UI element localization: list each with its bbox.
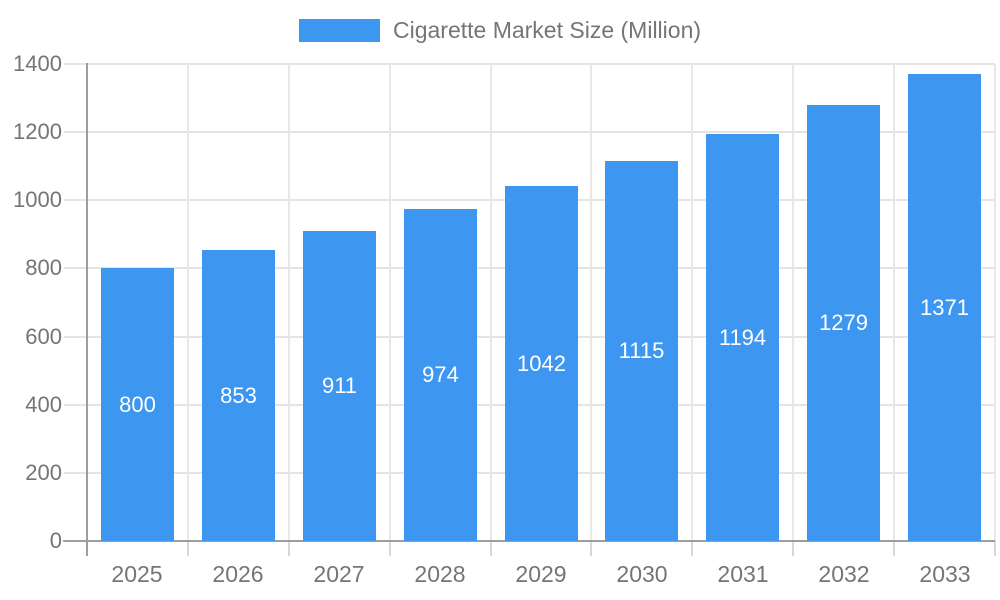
bar-value-label: 1042 [517, 350, 566, 376]
vertical-gridline [490, 64, 492, 541]
bar-value-label: 800 [119, 391, 156, 417]
x-axis-line [63, 540, 995, 542]
y-tick-label: 400 [25, 392, 62, 417]
bar-value-label: 853 [220, 382, 257, 408]
x-axis-tick [893, 541, 895, 556]
x-tick-label: 2032 [818, 561, 870, 587]
x-axis-tick [389, 541, 391, 556]
x-tick-label: 2029 [515, 561, 567, 587]
bar: 1279 [807, 105, 880, 541]
bar-value-label: 1194 [718, 324, 767, 350]
y-tick-label: 1200 [13, 119, 62, 144]
y-tick-label: 800 [25, 255, 62, 280]
legend[interactable]: Cigarette Market Size (Million) [0, 17, 1000, 44]
vertical-gridline [792, 64, 794, 541]
bar-value-label: 1371 [920, 294, 969, 320]
x-axis-tick [490, 541, 492, 556]
horizontal-gridline [64, 131, 995, 133]
vertical-gridline [590, 64, 592, 541]
bar-value-label: 1279 [819, 310, 868, 335]
bar: 1042 [505, 186, 578, 541]
x-axis-tick [590, 541, 592, 556]
y-tick-label: 1000 [13, 187, 62, 212]
x-axis-tick [792, 541, 794, 556]
legend-swatch [298, 19, 380, 42]
vertical-gridline [691, 64, 693, 541]
y-axis-line [86, 63, 88, 556]
bar: 800 [101, 268, 174, 541]
x-axis-tick [994, 541, 996, 556]
bar: 1371 [908, 74, 981, 541]
x-tick-label: 2028 [414, 561, 466, 587]
vertical-gridline [893, 64, 895, 541]
y-tick-label: 1400 [13, 51, 62, 76]
x-axis-tick [288, 541, 290, 556]
x-tick-label: 2030 [616, 561, 668, 587]
x-tick-label: 2025 [111, 561, 163, 587]
y-tick-label: 0 [49, 528, 62, 553]
bar-value-label: 974 [422, 362, 459, 387]
x-tick-label: 2031 [717, 561, 769, 587]
bar-value-label: 1115 [618, 338, 665, 363]
bar: 974 [404, 209, 477, 541]
vertical-gridline [389, 64, 391, 541]
legend-label: Cigarette Market Size (Million) [392, 17, 702, 43]
bar: 911 [303, 231, 376, 541]
x-tick-label: 2026 [212, 561, 264, 587]
bar: 853 [202, 250, 275, 541]
x-tick-label: 2027 [313, 561, 365, 587]
y-tick-label: 600 [25, 324, 62, 349]
vertical-gridline [288, 64, 290, 541]
x-tick-label: 2033 [919, 561, 971, 587]
bar: 1115 [605, 161, 678, 541]
vertical-gridline [994, 64, 996, 541]
horizontal-gridline [64, 63, 995, 65]
x-axis-tick [187, 541, 189, 556]
x-axis-tick [691, 541, 693, 556]
bar-value-label: 911 [321, 373, 358, 398]
y-tick-label: 200 [25, 460, 62, 485]
vertical-gridline [187, 64, 189, 541]
bar: 1194 [706, 134, 779, 541]
